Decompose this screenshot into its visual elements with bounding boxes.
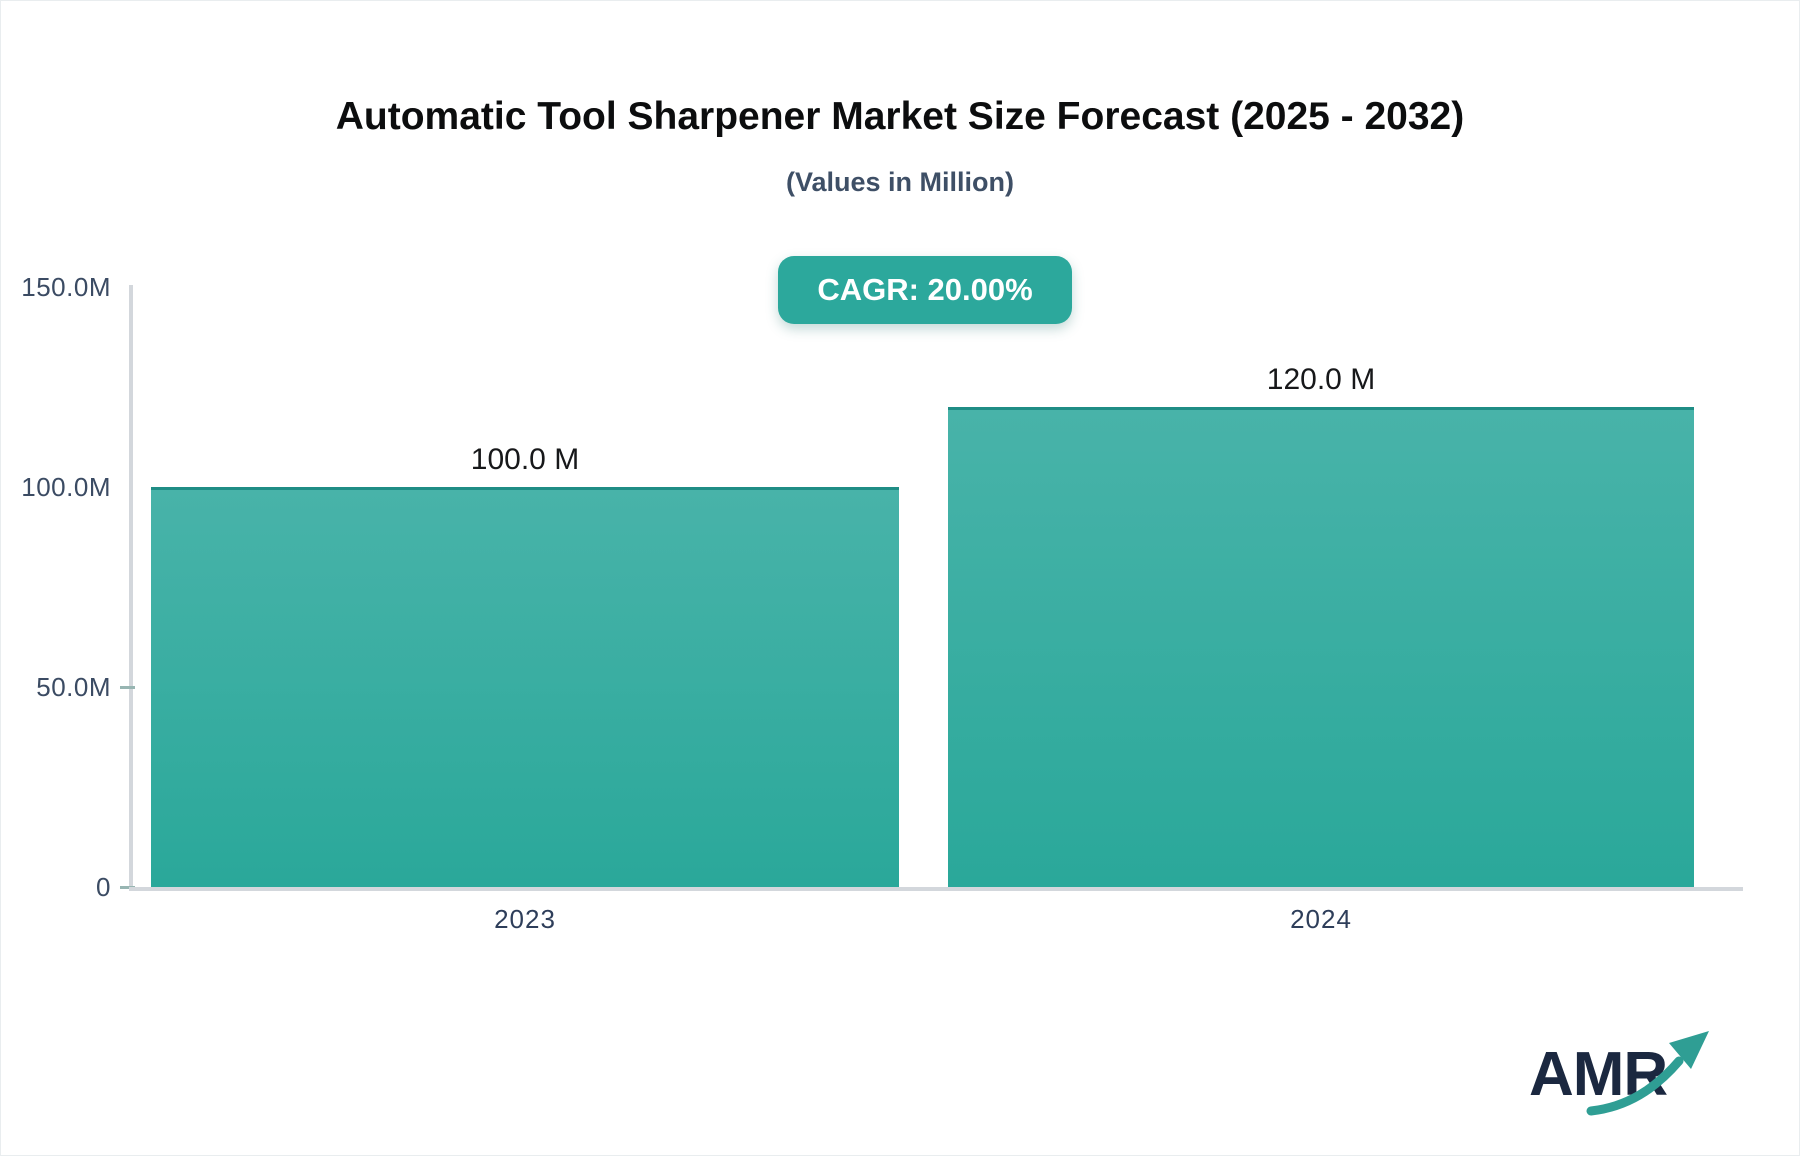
cagr-badge: CAGR: 20.00% [778, 256, 1072, 324]
y-tick-label: 100.0M [21, 472, 111, 502]
x-tick-label: 2024 [1290, 904, 1352, 934]
y-tick-mark [120, 686, 135, 689]
y-tick-label: 150.0M [21, 272, 111, 302]
up-trend-arrow-icon [1586, 1056, 1684, 1116]
chart-subtitle: (Values in Million) [785, 167, 1015, 197]
x-tick-label: 2023 [494, 904, 556, 934]
x-axis-line [129, 887, 1743, 891]
bar-2024 [948, 407, 1694, 887]
bar-value-label: 120.0 M [1266, 363, 1376, 396]
y-tick-label: 0 [96, 872, 111, 902]
cagr-badge-label: CAGR: 20.00% [817, 272, 1033, 307]
bar-2023 [151, 487, 899, 887]
y-axis-line [129, 285, 133, 891]
chart-title: Automatic Tool Sharpener Market Size For… [335, 95, 1465, 138]
y-tick-label: 50.0M [36, 672, 111, 702]
amr-logo: AMR [1529, 1031, 1709, 1116]
bar-value-label: 100.0 M [470, 443, 580, 476]
y-tick-mark [120, 886, 135, 889]
amr-logo-text: AMR [1529, 1040, 1667, 1109]
up-trend-arrow-head [1669, 1031, 1709, 1069]
